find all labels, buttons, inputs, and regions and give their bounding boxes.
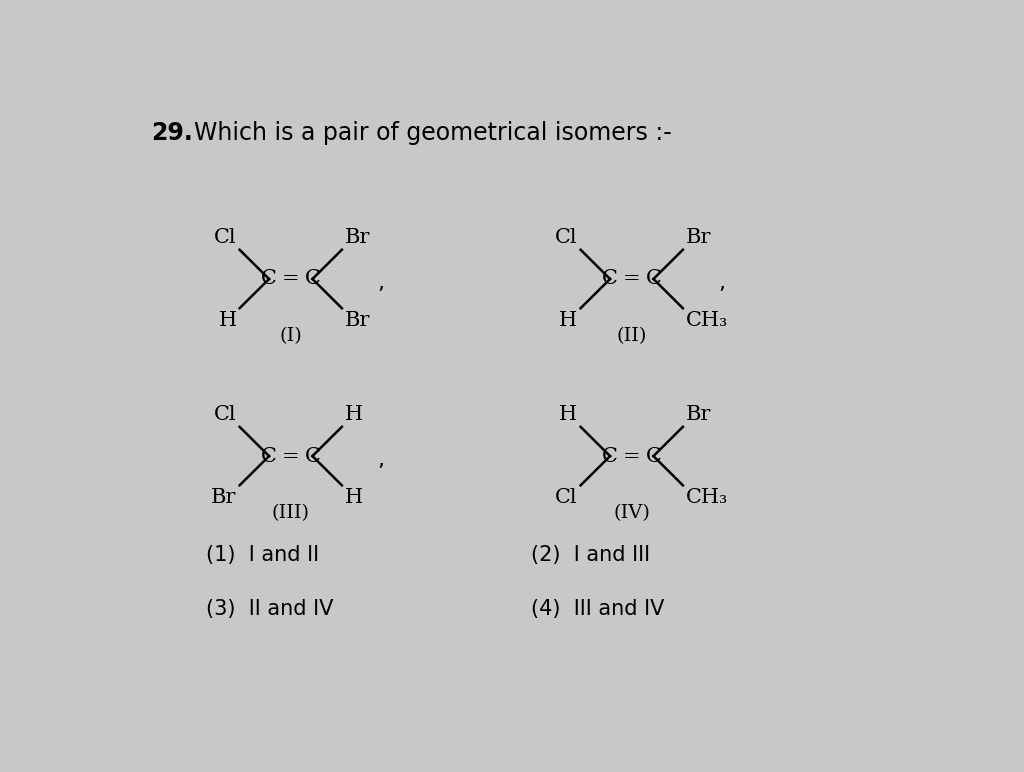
- Text: Br: Br: [211, 489, 237, 507]
- Text: H: H: [559, 405, 578, 424]
- Text: (I): (I): [280, 327, 302, 345]
- Text: (4)  III and IV: (4) III and IV: [531, 598, 665, 618]
- Text: (IV): (IV): [613, 504, 650, 522]
- Text: Br: Br: [686, 405, 712, 424]
- Text: ,: ,: [377, 450, 384, 470]
- Text: Cl: Cl: [555, 489, 578, 507]
- Text: H: H: [218, 311, 237, 330]
- Text: Br: Br: [345, 311, 371, 330]
- Text: 29.: 29.: [152, 121, 193, 145]
- Text: (III): (III): [271, 504, 309, 522]
- Text: H: H: [345, 405, 364, 424]
- Text: C: C: [261, 446, 276, 466]
- Text: =: =: [282, 446, 300, 466]
- Text: Br: Br: [345, 228, 371, 246]
- Text: C: C: [645, 269, 662, 289]
- Text: Which is a pair of geometrical isomers :-: Which is a pair of geometrical isomers :…: [194, 121, 672, 145]
- Text: C: C: [261, 269, 276, 289]
- Text: (II): (II): [616, 327, 647, 345]
- Text: =: =: [623, 269, 641, 289]
- Text: C: C: [602, 446, 618, 466]
- Text: Cl: Cl: [214, 405, 237, 424]
- Text: H: H: [559, 311, 578, 330]
- Text: ,: ,: [718, 273, 725, 293]
- Text: Br: Br: [686, 228, 712, 246]
- Text: C: C: [602, 269, 618, 289]
- Text: (3)  II and IV: (3) II and IV: [206, 598, 333, 618]
- Text: =: =: [623, 446, 641, 466]
- Text: CH₃: CH₃: [686, 311, 728, 330]
- Text: CH₃: CH₃: [686, 489, 728, 507]
- Text: C: C: [645, 446, 662, 466]
- Text: Cl: Cl: [555, 228, 578, 246]
- Text: =: =: [282, 269, 300, 289]
- Text: ,: ,: [377, 273, 384, 293]
- Text: (2)  I and III: (2) I and III: [531, 544, 650, 564]
- Text: (1)  I and II: (1) I and II: [206, 544, 318, 564]
- Text: C: C: [304, 269, 321, 289]
- Text: H: H: [345, 489, 364, 507]
- Text: C: C: [304, 446, 321, 466]
- Text: Cl: Cl: [214, 228, 237, 246]
